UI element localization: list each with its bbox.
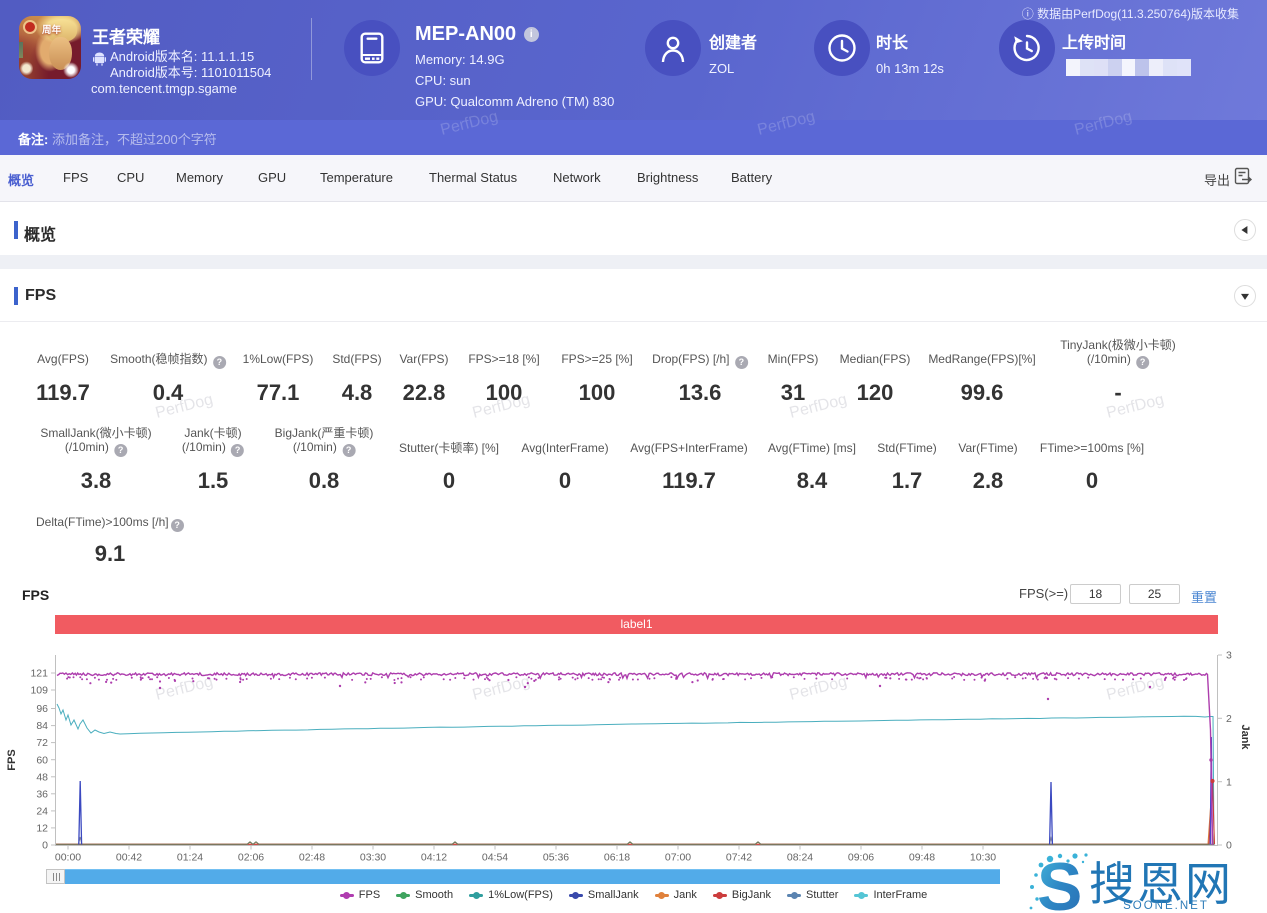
svg-text:48: 48 [36,771,48,783]
svg-text:02:48: 02:48 [299,852,325,864]
svg-text:04:54: 04:54 [482,852,508,864]
svg-text:24: 24 [36,806,48,818]
svg-text:60: 60 [36,754,48,766]
svg-text:04:12: 04:12 [421,852,447,864]
svg-text:09:06: 09:06 [848,852,874,864]
svg-text:121: 121 [30,668,48,680]
svg-text:0: 0 [42,840,48,852]
svg-text:FPS: FPS [6,749,18,770]
svg-text:00:42: 00:42 [116,852,142,864]
svg-text:S: S [1037,853,1082,913]
svg-text:10:30: 10:30 [970,852,996,864]
svg-text:109: 109 [30,685,48,697]
svg-text:02:06: 02:06 [238,852,264,864]
svg-text:3: 3 [1226,650,1232,662]
svg-text:06:18: 06:18 [604,852,630,864]
svg-text:72: 72 [36,737,48,749]
svg-text:07:42: 07:42 [726,852,752,864]
svg-text:2: 2 [1226,713,1232,725]
svg-text:SOONE.NET: SOONE.NET [1123,900,1209,912]
svg-text:09:48: 09:48 [909,852,935,864]
svg-text:84: 84 [36,720,48,732]
svg-text:07:00: 07:00 [665,852,691,864]
svg-text:05:36: 05:36 [543,852,569,864]
svg-text:08:24: 08:24 [787,852,813,864]
svg-text:1: 1 [1226,776,1232,788]
svg-text:36: 36 [36,788,48,800]
svg-text:01:24: 01:24 [177,852,203,864]
svg-text:03:30: 03:30 [360,852,386,864]
svg-text:搜恩网: 搜恩网 [1089,858,1233,910]
svg-text:12: 12 [36,823,48,835]
svg-text:00:00: 00:00 [55,852,81,864]
svg-text:96: 96 [36,703,48,715]
svg-text:Jank: Jank [1239,724,1251,750]
svg-text:0: 0 [1226,840,1232,852]
